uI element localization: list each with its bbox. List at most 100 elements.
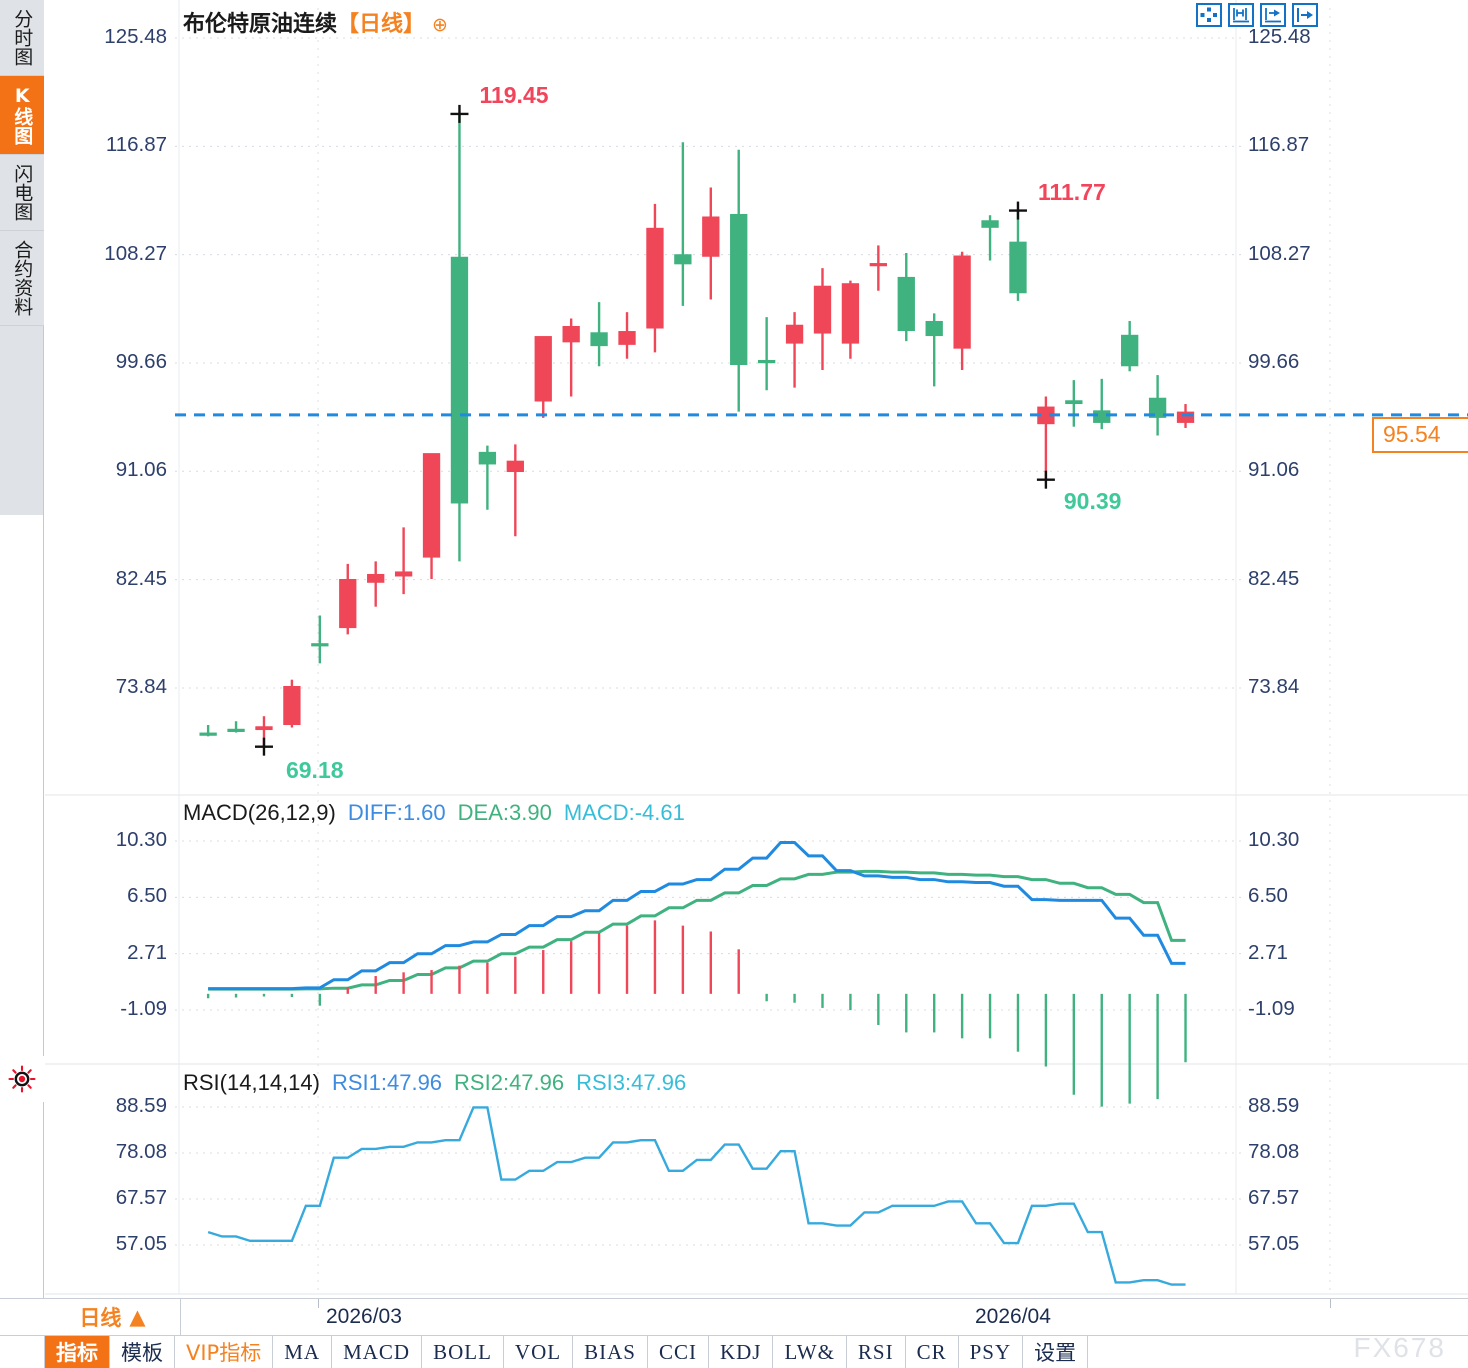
- macd-label: MACD(26,12,9): [183, 800, 336, 825]
- chart-tool-buttons: [1196, 3, 1318, 27]
- axis-tick-label: 108.27: [104, 241, 167, 265]
- axis-tick-label: 6.50: [1248, 884, 1288, 908]
- toolbar-vol[interactable]: VOL: [504, 1336, 574, 1368]
- zoom-out-icon[interactable]: [1228, 3, 1254, 27]
- axis-tick-label: 88.59: [115, 1094, 167, 1117]
- sidebar-item-timeshare[interactable]: 分时图: [0, 0, 44, 76]
- sidebar-item-lightning[interactable]: 闪电图: [0, 155, 44, 231]
- toolbar-item-label: VIP指标: [186, 1341, 262, 1365]
- toolbar-rsi[interactable]: RSI: [847, 1336, 906, 1368]
- rsi2-value: RSI2:47.96: [454, 1070, 565, 1095]
- toolbar-item-label: 设置: [1034, 1341, 1077, 1365]
- sidebar-empty-area: [0, 515, 44, 1298]
- sidebar-item-label: 闪电图: [11, 164, 34, 221]
- axis-tick-label: 6.50: [127, 884, 167, 908]
- axis-tick-label: 57.05: [115, 1232, 167, 1255]
- axis-tick-label: 78.08: [1248, 1139, 1300, 1163]
- bottom-toolbar: 指标 模板 VIP指标 MA MACD BOLL VOL BIAS CCI KDJ LW& RSI CR…: [0, 1336, 1468, 1368]
- toolbar-ma[interactable]: MA: [273, 1336, 333, 1368]
- macd-series: [183, 800, 1233, 1062]
- rsi-panel[interactable]: RSI(14,14,14) RSI1:47.96 RSI2:47.96 RSI3:47…: [183, 1070, 1233, 1292]
- toolbar-boll[interactable]: BOLL: [422, 1336, 504, 1368]
- toolbar-settings[interactable]: 设置: [1023, 1336, 1089, 1368]
- axis-tick-label: 88.59: [1248, 1094, 1300, 1117]
- date-label: 2026/04: [975, 1305, 1051, 1328]
- toolbar-indicator[interactable]: 指标: [45, 1336, 110, 1368]
- toolbar-vip[interactable]: VIP指标: [175, 1336, 274, 1368]
- macd-diff-value: DIFF:1.60: [347, 800, 446, 825]
- macd-title: MACD(26,12,9) DIFF:1.60 DEA:3.90 MACD:-4.61: [183, 800, 685, 826]
- date-axis-row: 日线 ▲ 2026/03 2026/04: [0, 1298, 1468, 1336]
- axis-tick-label: 91.06: [115, 458, 167, 482]
- watermark: FX678: [1353, 1332, 1446, 1363]
- rsi-label: RSI(14,14,14): [183, 1070, 320, 1095]
- crosshair-icon[interactable]: ⊕: [432, 14, 448, 36]
- axis-tick-label: 82.45: [115, 566, 167, 590]
- annotation-high-111: 111.77: [1037, 178, 1106, 205]
- sidebar-item-label: 分时图: [11, 9, 34, 66]
- toolbar-item-label: KDJ: [719, 1339, 762, 1364]
- toolbar-leading-space: [0, 1336, 45, 1368]
- rsi-title: RSI(14,14,14) RSI1:47.96 RSI2:47.96 RSI3:47…: [183, 1070, 686, 1096]
- toolbar-lw[interactable]: LW&: [773, 1336, 847, 1368]
- right-price-axis: 125.48 116.87 108.27 99.66 91.06 82.45 73.84 10…: [1240, 0, 1370, 1298]
- sidebar-item-kline[interactable]: K线图: [0, 76, 44, 155]
- axis-tick-label: 125.48: [104, 25, 167, 48]
- candlestick-panel[interactable]: [183, 5, 1233, 793]
- chart-gridlines: [45, 0, 1468, 1295]
- toolbar-template[interactable]: 模板: [110, 1336, 175, 1368]
- sidebar-item-contract[interactable]: 合约资料: [0, 231, 44, 326]
- toolbar-item-label: BIAS: [584, 1339, 636, 1364]
- toolbar-item-label: MACD: [343, 1339, 411, 1364]
- toolbar-item-label: MA: [284, 1339, 321, 1364]
- axis-tick-label: 78.08: [115, 1139, 167, 1163]
- date-tick: [1330, 1299, 1331, 1308]
- date-label: 2026/03: [326, 1305, 402, 1328]
- current-price-value: 95.54: [1383, 421, 1441, 448]
- axis-tick-label: 116.87: [105, 133, 167, 157]
- annotation-high-119: 119.45: [479, 81, 549, 108]
- axis-tick-label: 108.27: [1248, 241, 1311, 265]
- axis-tick-label: 73.84: [115, 675, 167, 698]
- chart-title: 布伦特原油连续【日线】 ⊕: [183, 6, 448, 38]
- axis-tick-label: 116.87: [1248, 133, 1310, 157]
- axis-tick-label: 67.57: [1248, 1185, 1300, 1209]
- toolbar-psy[interactable]: PSY: [959, 1336, 1024, 1368]
- chart-plot-area: 125.48 116.87 108.27 99.66 91.06 82.45 73.84 10…: [45, 0, 1468, 1298]
- toolbar-item-label: PSY: [969, 1339, 1012, 1364]
- toolbar-bias[interactable]: BIAS: [573, 1336, 648, 1368]
- toolbar-macd[interactable]: MACD: [332, 1336, 423, 1368]
- macd-panel[interactable]: MACD(26,12,9) DIFF:1.60 DEA:3.90 MACD:-4.61: [183, 800, 1233, 1062]
- fit-chart-icon[interactable]: [1196, 3, 1222, 27]
- toolbar-item-label: CR: [916, 1339, 947, 1364]
- annotation-low-69: 69.18: [285, 756, 344, 783]
- axis-tick-label: 125.48: [1248, 25, 1311, 48]
- toolbar-item-label: LW&: [784, 1339, 835, 1364]
- scroll-right-icon[interactable]: [1292, 3, 1318, 27]
- axis-tick-label: -1.09: [120, 997, 167, 1020]
- rsi3-value: RSI3:47.96: [576, 1070, 687, 1095]
- axis-tick-label: 73.84: [1248, 675, 1300, 698]
- candlestick-series: [183, 5, 1233, 793]
- axis-tick-label: 99.66: [1248, 350, 1300, 373]
- rsi1-value: RSI1:47.96: [331, 1070, 443, 1095]
- current-price-marker[interactable]: 95.54: [1372, 416, 1468, 453]
- axis-tick-label: 2.71: [127, 940, 167, 964]
- axis-tick-label: 10.30: [115, 828, 167, 851]
- left-price-axis: 125.48 116.87 108.27 99.66 91.06 82.45 73.84 10…: [45, 0, 175, 1298]
- zoom-in-icon[interactable]: [1260, 3, 1286, 27]
- toolbar-cr[interactable]: CR: [906, 1336, 959, 1368]
- toolbar-item-label: CCI: [658, 1339, 697, 1364]
- toolbar-kdj[interactable]: KDJ: [709, 1336, 774, 1368]
- axis-tick-label: 99.66: [115, 350, 167, 373]
- axis-tick-label: 57.05: [1248, 1232, 1300, 1255]
- axis-tick-label: 82.45: [1248, 566, 1300, 590]
- date-tick: [318, 1299, 319, 1308]
- brightness-toggle[interactable]: [0, 1056, 44, 1102]
- toolbar-item-label: RSI: [857, 1339, 894, 1364]
- toolbar-cci[interactable]: CCI: [648, 1336, 709, 1368]
- period-selector-button[interactable]: 日线 ▲: [45, 1299, 181, 1335]
- axis-tick-label: 2.71: [1248, 940, 1288, 964]
- sun-icon: [8, 1065, 36, 1093]
